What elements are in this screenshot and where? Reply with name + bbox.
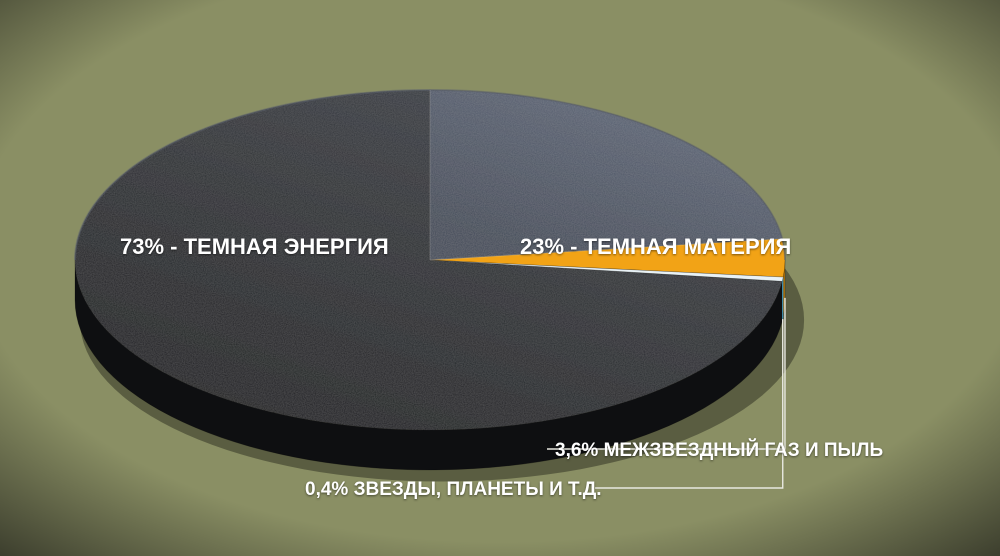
label-gas-dust: 3,6% МЕЖЗВЕЗДНЫЙ ГАЗ И ПЫЛЬ — [555, 440, 883, 462]
label-dark-energy: 73% - ТЕМНАЯ ЭНЕРГИЯ — [120, 234, 389, 260]
pie-chart-3d: 73% - ТЕМНАЯ ЭНЕРГИЯ 23% - ТЕМНАЯ МАТЕРИ… — [0, 0, 1000, 556]
label-stars-planets: 0,4% ЗВЕЗДЫ, ПЛАНЕТЫ И Т.Д. — [305, 479, 602, 501]
pie-svg — [0, 0, 1000, 556]
label-dark-matter: 23% - ТЕМНАЯ МАТЕРИЯ — [520, 234, 791, 260]
